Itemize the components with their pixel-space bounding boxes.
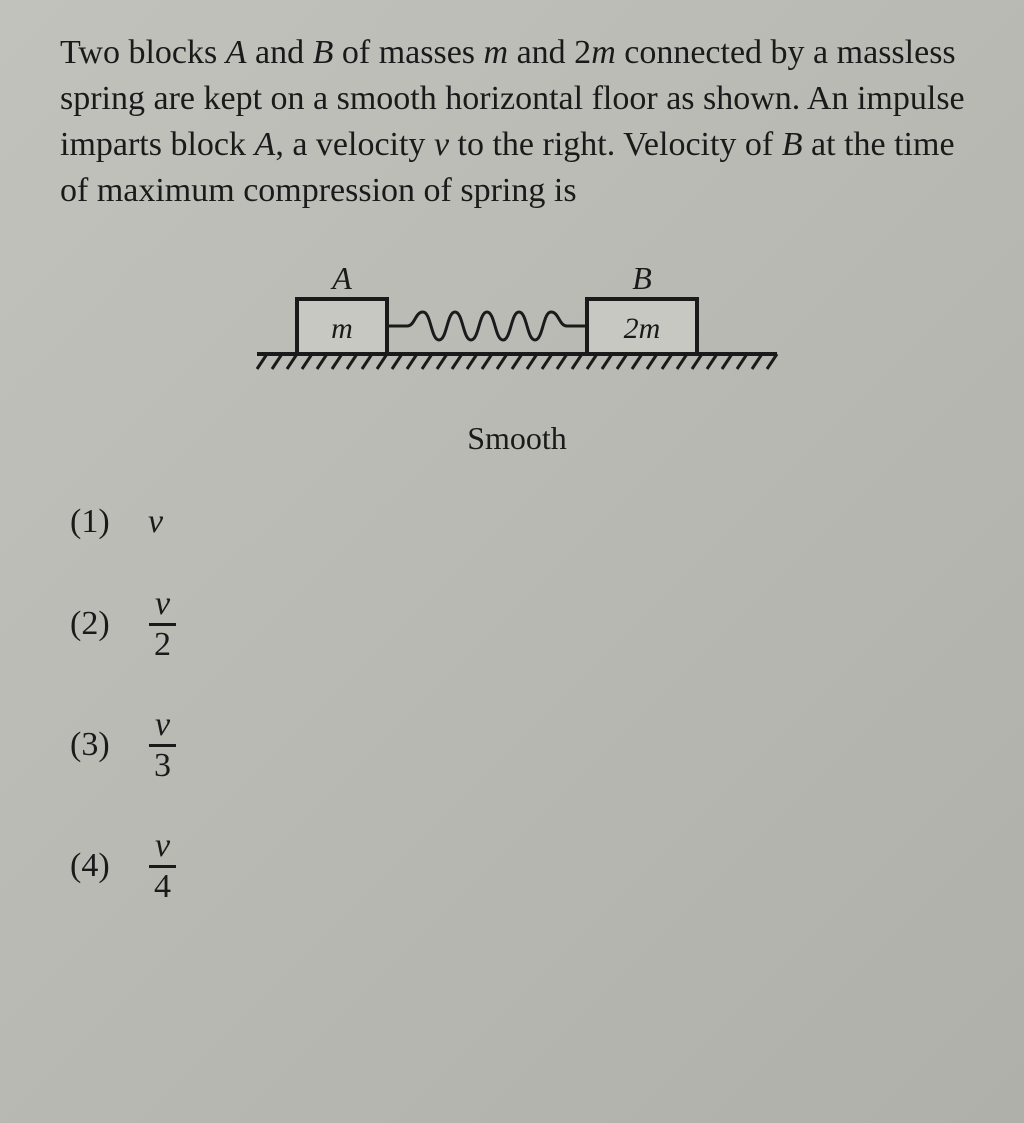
q-part: and 2	[508, 34, 591, 71]
fraction: v 2	[148, 587, 177, 662]
options-list: (1) v (2) v 2 (3) v 3 (4) v 4	[70, 503, 974, 904]
q-A2: A	[255, 126, 276, 163]
option-number: (1)	[70, 503, 130, 541]
option-number: (3)	[70, 726, 130, 764]
q-B2: B	[782, 126, 803, 163]
fraction-numerator: v	[149, 708, 176, 747]
floor-hatch-icon	[257, 354, 777, 369]
q-A: A	[226, 34, 247, 71]
fraction-denominator: 2	[148, 626, 177, 662]
option-value: v	[148, 503, 163, 541]
physics-diagram: A m B 2m	[227, 244, 807, 404]
q-part: of masses	[333, 34, 483, 71]
fraction: v 4	[148, 829, 177, 904]
q-part: and	[247, 34, 313, 71]
q-part: , a velocity	[275, 126, 434, 163]
q-part: to the right. Velocity of	[449, 126, 782, 163]
option-2[interactable]: (2) v 2	[70, 587, 974, 662]
q-B: B	[313, 34, 334, 71]
fraction-numerator: v	[149, 587, 176, 626]
option-number: (4)	[70, 847, 130, 885]
fraction-denominator: 3	[148, 747, 177, 783]
option-3[interactable]: (3) v 3	[70, 708, 974, 783]
q-m2: m	[591, 34, 616, 71]
page: Two blocks A and B of masses m and 2m co…	[0, 0, 1024, 1123]
fraction-numerator: v	[149, 829, 176, 868]
q-v: v	[434, 126, 449, 163]
option-4[interactable]: (4) v 4	[70, 829, 974, 904]
spring-icon	[387, 312, 587, 340]
block-b-label: B	[632, 260, 652, 296]
fraction: v 3	[148, 708, 177, 783]
q-part: Two blocks	[60, 34, 226, 71]
option-number: (2)	[70, 605, 130, 643]
option-1[interactable]: (1) v	[70, 503, 974, 541]
block-a-label: A	[330, 260, 352, 296]
floor-label: Smooth	[60, 420, 974, 457]
fraction-denominator: 4	[148, 868, 177, 904]
question-text: Two blocks A and B of masses m and 2m co…	[60, 30, 974, 214]
block-b-mass: 2m	[624, 312, 661, 345]
block-a-mass: m	[331, 312, 353, 345]
q-m: m	[484, 34, 509, 71]
